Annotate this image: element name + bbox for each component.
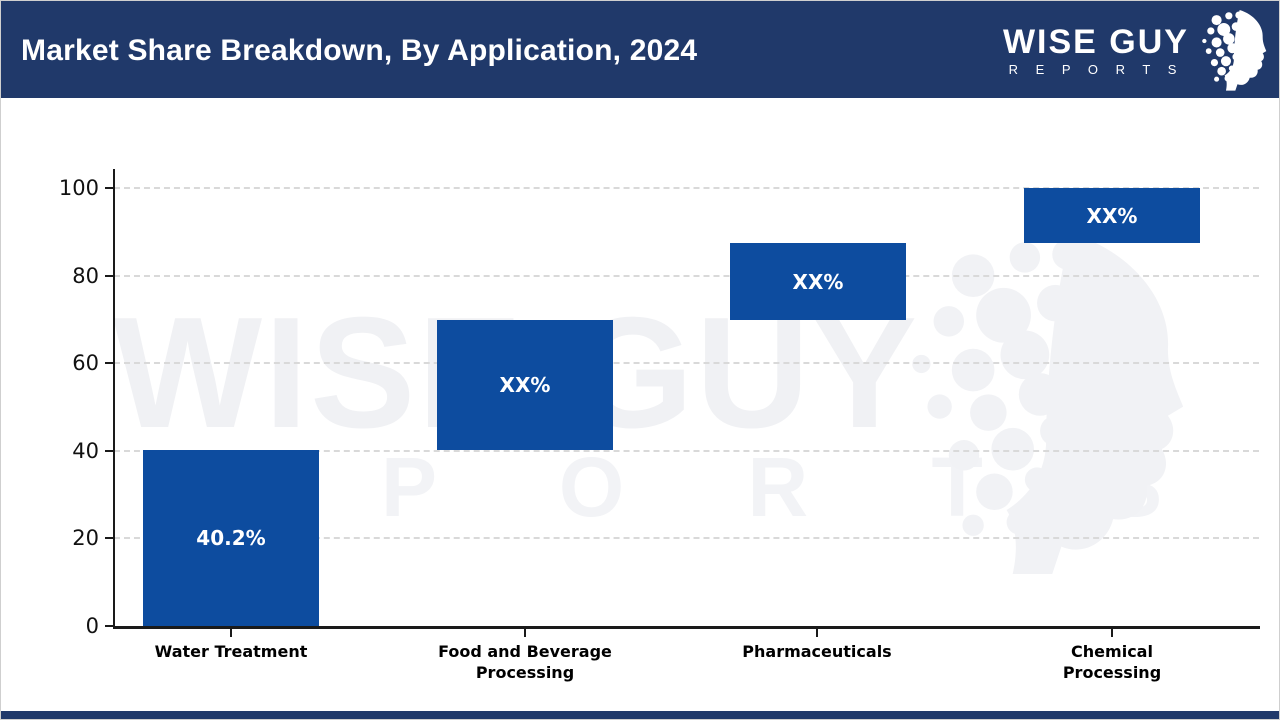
bar-value-label: XX% bbox=[792, 269, 844, 294]
y-tick-label: 0 bbox=[85, 614, 99, 638]
x-axis-line bbox=[113, 626, 1260, 629]
y-tick-mark bbox=[105, 187, 113, 189]
dotted-head-icon bbox=[1202, 10, 1267, 91]
x-category-label: Food and Beverage Processing bbox=[405, 641, 645, 683]
x-tick-mark bbox=[230, 629, 232, 637]
x-tick-mark bbox=[1111, 629, 1113, 637]
x-category-label-line: Food and Beverage bbox=[438, 642, 612, 661]
logo-brand-subtitle: R E P O R T S bbox=[1008, 61, 1184, 77]
x-category-label-line: Pharmaceuticals bbox=[742, 642, 892, 661]
x-category-label: Chemical Processing bbox=[992, 641, 1232, 683]
gridline bbox=[114, 362, 1259, 365]
logo-text: WISE GUY R E P O R T S bbox=[1003, 25, 1189, 76]
x-category-label-line: Processing bbox=[1062, 663, 1162, 682]
gridline bbox=[114, 274, 1259, 277]
x-category-label-line: Chemical bbox=[1071, 642, 1153, 661]
gridline bbox=[114, 449, 1259, 452]
logo-brand-name: WISE GUY bbox=[1002, 22, 1189, 61]
x-category-label-line: Processing bbox=[475, 663, 575, 682]
y-tick-label: 60 bbox=[72, 351, 99, 376]
y-tick-label: 20 bbox=[72, 526, 99, 551]
y-tick-label: 80 bbox=[72, 263, 99, 288]
y-tick-mark bbox=[105, 362, 113, 365]
y-tick-mark bbox=[105, 449, 113, 452]
bar-value-label: XX% bbox=[1086, 203, 1138, 228]
x-category-label: Pharmaceuticals bbox=[697, 641, 937, 662]
bar-value-label: XX% bbox=[499, 373, 551, 398]
bar-segment: XX% bbox=[437, 320, 613, 450]
bar-segment: XX% bbox=[1024, 188, 1200, 244]
gridline bbox=[114, 187, 1259, 189]
x-category-label: Water Treatment bbox=[111, 641, 351, 662]
y-tick-mark bbox=[105, 625, 113, 627]
footer-bar bbox=[1, 711, 1279, 719]
x-tick-mark bbox=[816, 629, 818, 637]
y-tick-label: 100 bbox=[58, 176, 99, 200]
bar-value-label: 40.2% bbox=[196, 525, 266, 550]
y-axis-line bbox=[113, 169, 115, 627]
header-bar: Market Share Breakdown, By Application, … bbox=[1, 1, 1279, 98]
y-tick-label: 40 bbox=[72, 438, 99, 463]
x-tick-mark bbox=[524, 629, 526, 637]
bar-segment: 40.2% bbox=[143, 449, 319, 626]
gridline bbox=[114, 537, 1259, 540]
bar-segment: XX% bbox=[730, 243, 906, 321]
wise-guy-reports-logo: WISE GUY R E P O R T S bbox=[1003, 7, 1267, 93]
y-tick-mark bbox=[105, 537, 113, 540]
x-category-label-line: Water Treatment bbox=[154, 642, 308, 661]
page-title: Market Share Breakdown, By Application, … bbox=[21, 34, 698, 67]
y-tick-mark bbox=[105, 274, 113, 277]
